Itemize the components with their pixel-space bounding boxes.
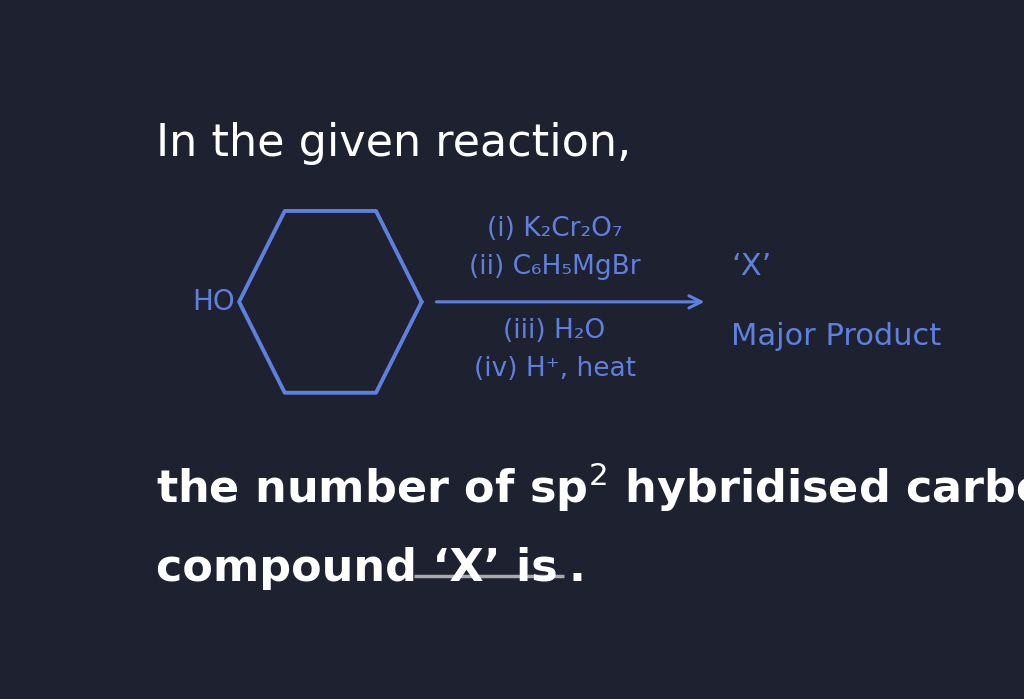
Text: (iii) H₂O: (iii) H₂O	[504, 319, 605, 345]
Text: HO: HO	[193, 288, 236, 316]
Text: (iv) H⁺, heat: (iv) H⁺, heat	[473, 356, 636, 382]
Text: compound ‘X’ is: compound ‘X’ is	[156, 547, 557, 590]
Text: (ii) C₆H₅MgBr: (ii) C₆H₅MgBr	[469, 254, 640, 280]
Text: In the given reaction,: In the given reaction,	[156, 122, 631, 164]
Text: ‘X’: ‘X’	[731, 252, 771, 282]
Text: the number of sp$^2$ hybridised carbon(s) in: the number of sp$^2$ hybridised carbon(s…	[156, 461, 1024, 514]
Text: (i) K₂Cr₂O₇: (i) K₂Cr₂O₇	[486, 216, 623, 242]
Text: Major Product: Major Product	[731, 322, 941, 352]
Text: .: .	[568, 547, 586, 590]
